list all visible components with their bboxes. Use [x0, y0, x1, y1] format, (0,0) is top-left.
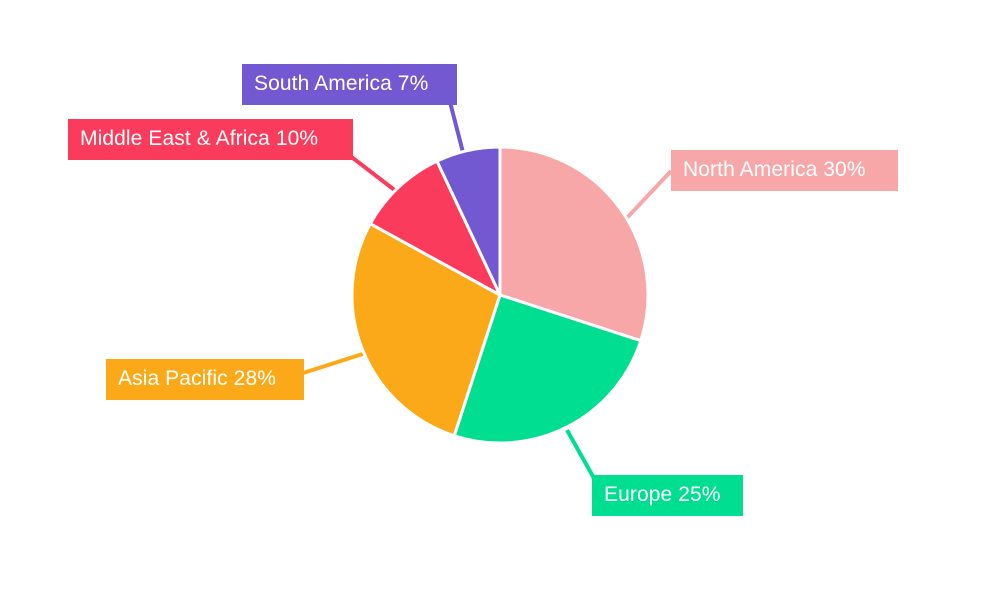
slice-label-text: Middle East & Africa 10%	[80, 127, 319, 150]
slice-label-middle-east-and-africa[interactable]: Middle East & Africa 10%	[68, 119, 353, 160]
slice-leader-line	[343, 150, 403, 197]
pie-slice[interactable]	[452, 293, 643, 445]
slice-leader-line	[299, 349, 373, 376]
slice-label-north-america[interactable]: North America 30%	[671, 150, 898, 191]
slice-label-europe[interactable]: Europe 25%	[592, 475, 743, 516]
slice-label-south-america[interactable]: South America 7%	[242, 64, 457, 105]
pie-slices-group	[350, 145, 650, 445]
slice-label-asia-pacific[interactable]: Asia Pacific 28%	[106, 359, 304, 400]
slice-label-text: South America 7%	[254, 72, 429, 95]
slice-label-text: Europe 25%	[604, 483, 721, 506]
pie-slice[interactable]	[498, 145, 650, 343]
pie-slice[interactable]	[368, 159, 502, 297]
slice-leader-line	[622, 169, 673, 223]
pie-slice[interactable]	[350, 222, 502, 438]
slice-label-text: Asia Pacific 28%	[118, 367, 277, 390]
slice-label-text: North America 30%	[683, 158, 866, 181]
pie-slice[interactable]	[435, 145, 502, 297]
